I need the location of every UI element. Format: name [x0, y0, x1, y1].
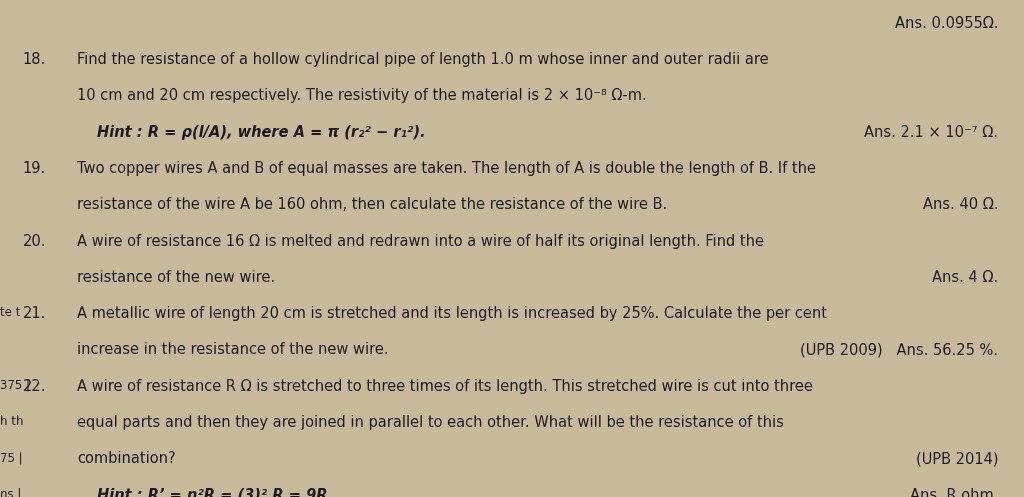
- Text: 10 cm and 20 cm respectively. The resistivity of the material is 2 × 10⁻⁸ Ω-m.: 10 cm and 20 cm respectively. The resist…: [77, 88, 646, 103]
- Text: 18.: 18.: [23, 52, 46, 67]
- Text: 20.: 20.: [23, 234, 46, 248]
- Text: 75 |: 75 |: [0, 451, 23, 464]
- Text: Hint : R’ = n²R = (3)² R = 9R.: Hint : R’ = n²R = (3)² R = 9R.: [97, 488, 334, 497]
- Text: resistance of the new wire.: resistance of the new wire.: [77, 270, 274, 285]
- Text: Ans. 2.1 × 10⁻⁷ Ω.: Ans. 2.1 × 10⁻⁷ Ω.: [864, 125, 998, 140]
- Text: ns |: ns |: [0, 488, 22, 497]
- Text: Hint : R = ρ(l/A), where A = π (r₂² − r₁²).: Hint : R = ρ(l/A), where A = π (r₂² − r₁…: [97, 125, 426, 140]
- Text: Ans. 40 Ω.: Ans. 40 Ω.: [923, 197, 998, 212]
- Text: Ans. 4 Ω.: Ans. 4 Ω.: [932, 270, 998, 285]
- Text: Find the resistance of a hollow cylindrical pipe of length 1.0 m whose inner and: Find the resistance of a hollow cylindri…: [77, 52, 768, 67]
- Text: combination?: combination?: [77, 451, 175, 466]
- Text: A wire of resistance R Ω is stretched to three times of its length. This stretch: A wire of resistance R Ω is stretched to…: [77, 379, 813, 394]
- Text: Two copper wires A and B of equal masses are taken. The length of A is double th: Two copper wires A and B of equal masses…: [77, 161, 816, 176]
- Text: resistance of the wire A be 160 ohm, then calculate the resistance of the wire B: resistance of the wire A be 160 ohm, the…: [77, 197, 667, 212]
- Text: (UPB 2009)   Ans. 56.25 %.: (UPB 2009) Ans. 56.25 %.: [801, 342, 998, 357]
- Text: 22.: 22.: [23, 379, 46, 394]
- Text: 19.: 19.: [23, 161, 46, 176]
- Text: 375 |: 375 |: [0, 379, 30, 392]
- Text: te t: te t: [0, 306, 20, 319]
- Text: (UPB 2014): (UPB 2014): [915, 451, 998, 466]
- Text: increase in the resistance of the new wire.: increase in the resistance of the new wi…: [77, 342, 388, 357]
- Text: A metallic wire of length 20 cm is stretched and its length is increased by 25%.: A metallic wire of length 20 cm is stret…: [77, 306, 826, 321]
- Text: Ans. 0.0955Ω.: Ans. 0.0955Ω.: [895, 16, 998, 31]
- Text: 21.: 21.: [23, 306, 46, 321]
- Text: equal parts and then they are joined in parallel to each other. What will be the: equal parts and then they are joined in …: [77, 415, 783, 430]
- Text: A wire of resistance 16 Ω is melted and redrawn into a wire of half its original: A wire of resistance 16 Ω is melted and …: [77, 234, 764, 248]
- Text: Ans. R ohm.: Ans. R ohm.: [910, 488, 998, 497]
- Text: h th: h th: [0, 415, 24, 428]
